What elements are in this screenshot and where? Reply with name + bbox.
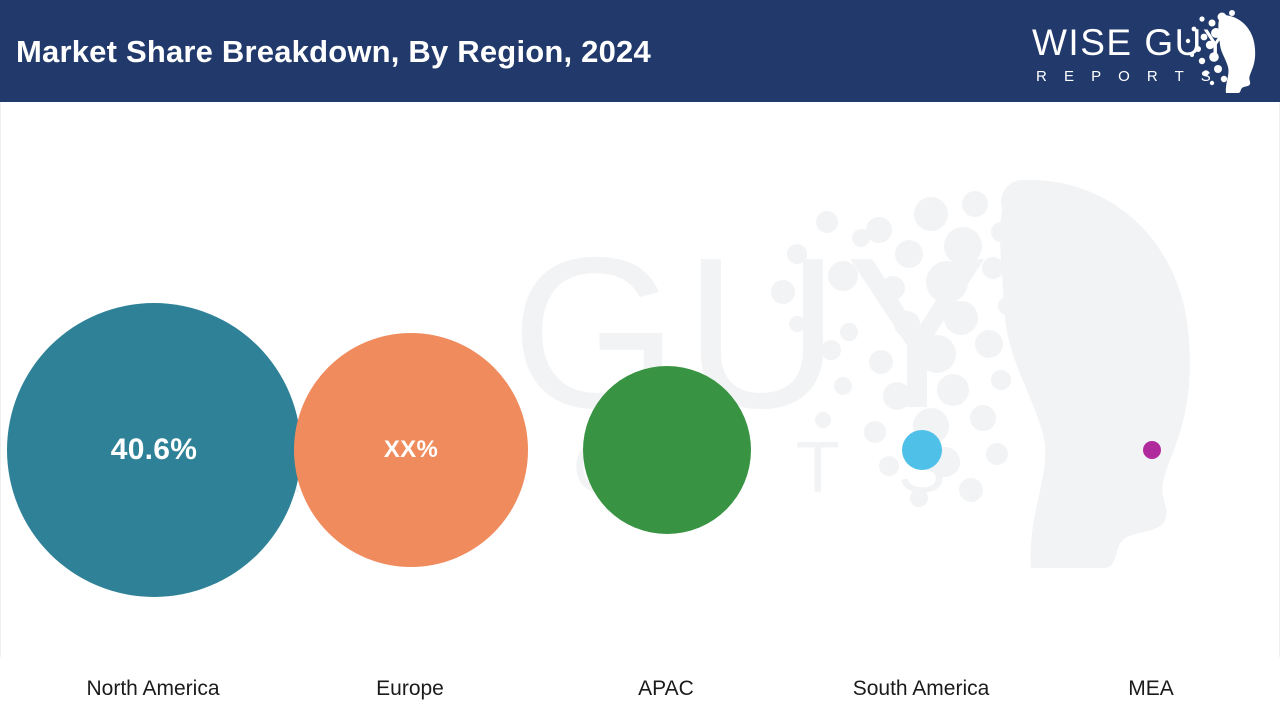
- bubble-apac[interactable]: [583, 366, 751, 534]
- axis-label-south-america: South America: [852, 677, 990, 700]
- axis-label-north-america: North America: [86, 677, 220, 700]
- svg-text:R E P O R T S: R E P O R T S: [1036, 68, 1217, 85]
- svg-text:WISE GUY: WISE GUY: [1032, 22, 1229, 63]
- bubble-europe[interactable]: XX%: [294, 333, 528, 567]
- bubble-south-america[interactable]: [902, 430, 942, 470]
- axis-label-apac: APAC: [638, 677, 694, 700]
- page-header: Market Share Breakdown, By Region, 2024 …: [0, 0, 1280, 102]
- axis-label-mea: MEA: [1128, 677, 1174, 700]
- bubble-north-america[interactable]: 40.6%: [7, 303, 301, 597]
- wise-guy-reports-logo: WISE GUY R E P O R T S: [1026, 9, 1258, 93]
- category-axis: North America Europe APAC South America …: [0, 657, 1280, 720]
- bubble-mea[interactable]: [1143, 441, 1161, 459]
- axis-label-europe: Europe: [376, 677, 444, 700]
- bubble-value-north-america: 40.6%: [110, 433, 198, 466]
- bubble-value-europe: XX%: [383, 436, 439, 463]
- page-title: Market Share Breakdown, By Region, 2024: [16, 33, 651, 69]
- bubble-series: 40.6% XX%: [1, 102, 1280, 657]
